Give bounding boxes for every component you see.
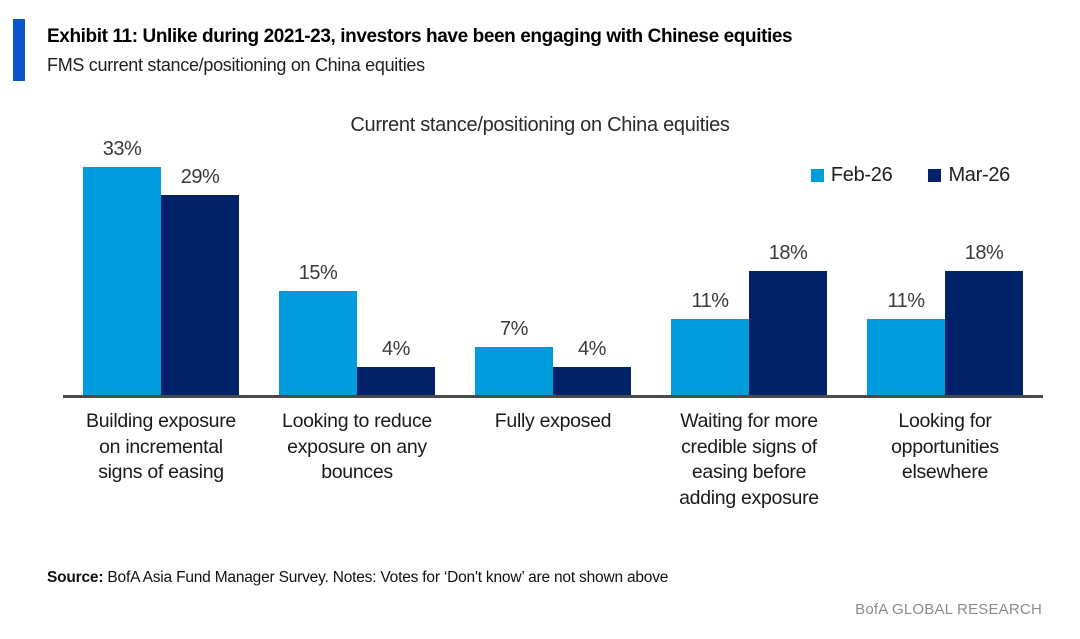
exhibit-title: Exhibit 11: Unlike during 2021-23, inves… bbox=[47, 26, 793, 47]
bar-value-label: 33% bbox=[102, 138, 142, 160]
source-label: Source: bbox=[47, 569, 104, 586]
bar-unit-feb-26: 11% bbox=[671, 290, 749, 395]
bar-rect-mar-26 bbox=[161, 195, 239, 395]
legend-label: Mar-26 bbox=[948, 164, 1010, 186]
category-label: Fully exposed bbox=[494, 410, 612, 432]
category-label: Looking to reduce exposure on any bounce… bbox=[282, 410, 432, 484]
bar-group: 15% 4% bbox=[259, 262, 455, 395]
legend-swatch-icon bbox=[810, 169, 824, 182]
legend-item-feb-26: Feb-26 bbox=[810, 164, 893, 187]
bar-value-label: 29% bbox=[180, 166, 220, 188]
category-label: Building exposure on incremental signs o… bbox=[86, 410, 236, 484]
brand-label: BofA GLOBAL RESEARCH bbox=[855, 601, 1042, 618]
exhibit-subtitle: FMS current stance/positioning on China … bbox=[47, 55, 425, 75]
exhibit-accent-bar bbox=[13, 19, 25, 81]
source-note: Source: BofA Asia Fund Manager Survey. N… bbox=[47, 569, 668, 587]
bar-unit-mar-26: 29% bbox=[161, 166, 239, 395]
bar-rect-feb-26 bbox=[83, 167, 161, 395]
bar-group: 11% 18% bbox=[847, 242, 1043, 395]
bar-unit-mar-26: 4% bbox=[553, 338, 631, 395]
bar-unit-feb-26: 15% bbox=[279, 262, 357, 395]
bar-group: 33% 29% bbox=[63, 138, 259, 395]
bar-value-label: 11% bbox=[691, 290, 729, 312]
legend-item-mar-26: Mar-26 bbox=[928, 164, 1010, 187]
bar-rect-feb-26 bbox=[475, 347, 553, 395]
bar-unit-mar-26: 4% bbox=[357, 338, 435, 395]
bar-group: 11% 18% bbox=[651, 242, 847, 395]
chart-title: Current stance/positioning on China equi… bbox=[350, 114, 730, 136]
bar-rect-mar-26 bbox=[749, 271, 827, 395]
bar-unit-mar-26: 18% bbox=[749, 242, 827, 395]
bar-unit-feb-26: 7% bbox=[475, 318, 553, 395]
bar-unit-mar-26: 18% bbox=[945, 242, 1023, 395]
bar-value-label: 7% bbox=[500, 318, 528, 340]
bar-rect-feb-26 bbox=[671, 319, 749, 395]
bar-rect-mar-26 bbox=[945, 271, 1023, 395]
bar-value-label: 18% bbox=[964, 242, 1004, 264]
bar-value-label: 11% bbox=[887, 290, 925, 312]
bar-rect-mar-26 bbox=[357, 367, 435, 395]
legend-label: Feb-26 bbox=[830, 164, 893, 186]
bar-rect-mar-26 bbox=[553, 367, 631, 395]
x-axis-line bbox=[63, 395, 1043, 398]
bar-value-label: 4% bbox=[578, 338, 606, 360]
bar-group: 7% 4% bbox=[455, 318, 651, 395]
bar-value-label: 4% bbox=[382, 338, 410, 360]
bar-unit-feb-26: 11% bbox=[867, 290, 945, 395]
bar-rect-feb-26 bbox=[867, 319, 945, 395]
category-label: Waiting for more credible signs of easin… bbox=[679, 410, 819, 510]
source-text: BofA Asia Fund Manager Survey. Notes: Vo… bbox=[103, 569, 669, 586]
bar-unit-feb-26: 33% bbox=[83, 138, 161, 395]
category-label: Looking for opportunities elsewhere bbox=[891, 410, 999, 484]
bar-rect-feb-26 bbox=[279, 291, 357, 395]
legend-swatch-icon bbox=[928, 169, 942, 182]
bar-value-label: 15% bbox=[298, 262, 338, 284]
chart-legend: Feb-26 Mar-26 bbox=[810, 164, 1010, 187]
category-axis-labels: Building exposure on incremental signs o… bbox=[63, 409, 1043, 512]
bar-chart-plot: 33% 29% 15% 4% 7% 4% 11% 18% 11% 18% bbox=[63, 137, 1043, 395]
bar-value-label: 18% bbox=[768, 242, 808, 264]
